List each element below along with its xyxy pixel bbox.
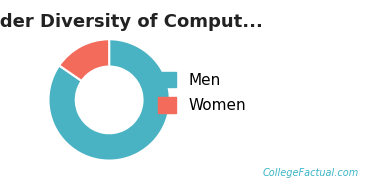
Wedge shape — [48, 39, 170, 161]
Text: CollegeFactual.com: CollegeFactual.com — [263, 168, 359, 178]
Legend: Men, Women: Men, Women — [150, 64, 253, 120]
Text: 84.6%: 84.6% — [88, 110, 131, 123]
Wedge shape — [59, 39, 109, 81]
Text: Gender Diversity of Comput...: Gender Diversity of Comput... — [0, 13, 262, 31]
